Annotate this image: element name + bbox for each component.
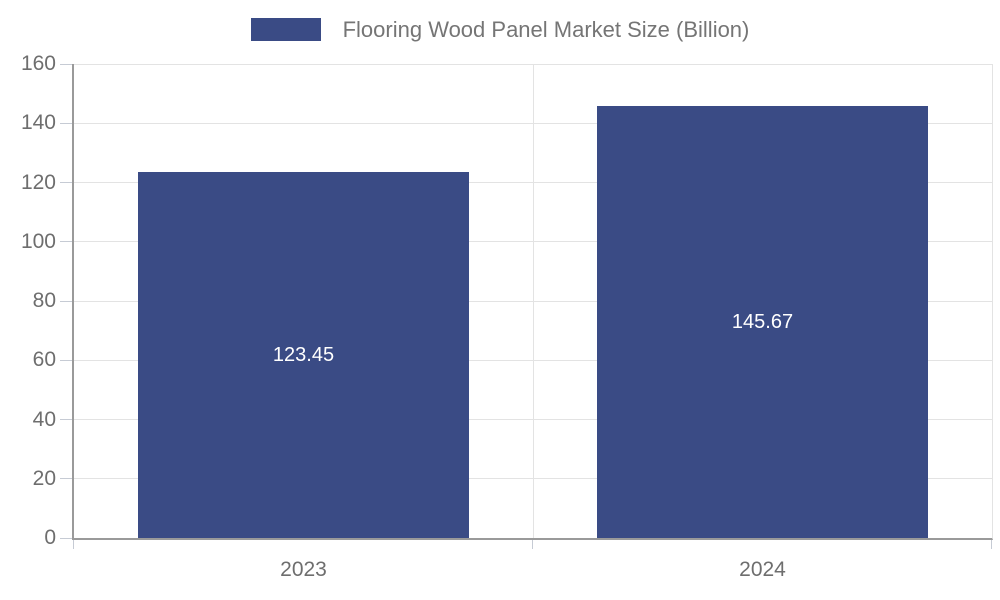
y-axis: 0 20 40 60 80 100 120 140 160 — [0, 52, 72, 549]
y-tick-label-120: 120 — [20, 170, 56, 194]
x-tick-label-2024: 2024 — [739, 558, 786, 581]
y-tick-label-0: 0 — [44, 526, 56, 549]
legend-swatch-icon — [250, 17, 321, 41]
y-tick-label-40: 40 — [32, 407, 56, 431]
y-tick-label-80: 80 — [32, 289, 56, 312]
bar-2024[interactable]: 145.67 — [597, 106, 928, 538]
y-tick-label-100: 100 — [20, 229, 56, 253]
y-tick-label-60: 60 — [32, 348, 56, 372]
y-tick-label-140: 140 — [20, 111, 56, 135]
x-axis: 2023 2024 — [73, 540, 992, 600]
y-tick-mark-0 — [60, 537, 72, 539]
x-tick-mark-0 — [73, 540, 74, 549]
legend-label: Flooring Wood Panel Market Size (Billion… — [342, 16, 750, 42]
y-tick-mark-120 — [60, 182, 72, 183]
x-tick-mark-1 — [532, 540, 533, 549]
y-tick-mark-140 — [60, 122, 72, 124]
x-tick-mark-2 — [991, 540, 992, 549]
y-tick-mark-160 — [60, 63, 72, 65]
gridline-x-boundary-1 — [532, 64, 534, 538]
y-tick-mark-100 — [60, 241, 72, 243]
bar-value-label-2024: 145.67 — [731, 311, 794, 334]
x-tick-label-2023: 2023 — [280, 558, 327, 581]
y-tick-mark-80 — [60, 300, 72, 302]
plot-area: 123.45 145.67 — [72, 63, 993, 540]
bar-value-label-2023: 123.45 — [272, 344, 335, 367]
y-tick-label-20: 20 — [32, 466, 56, 490]
bar-2023[interactable]: 123.45 — [138, 172, 469, 538]
y-tick-mark-20 — [60, 478, 72, 480]
y-tick-mark-60 — [60, 359, 72, 361]
y-tick-mark-40 — [60, 419, 72, 420]
legend[interactable]: Flooring Wood Panel Market Size (Billion… — [0, 12, 1000, 46]
y-tick-label-160: 160 — [20, 52, 56, 75]
